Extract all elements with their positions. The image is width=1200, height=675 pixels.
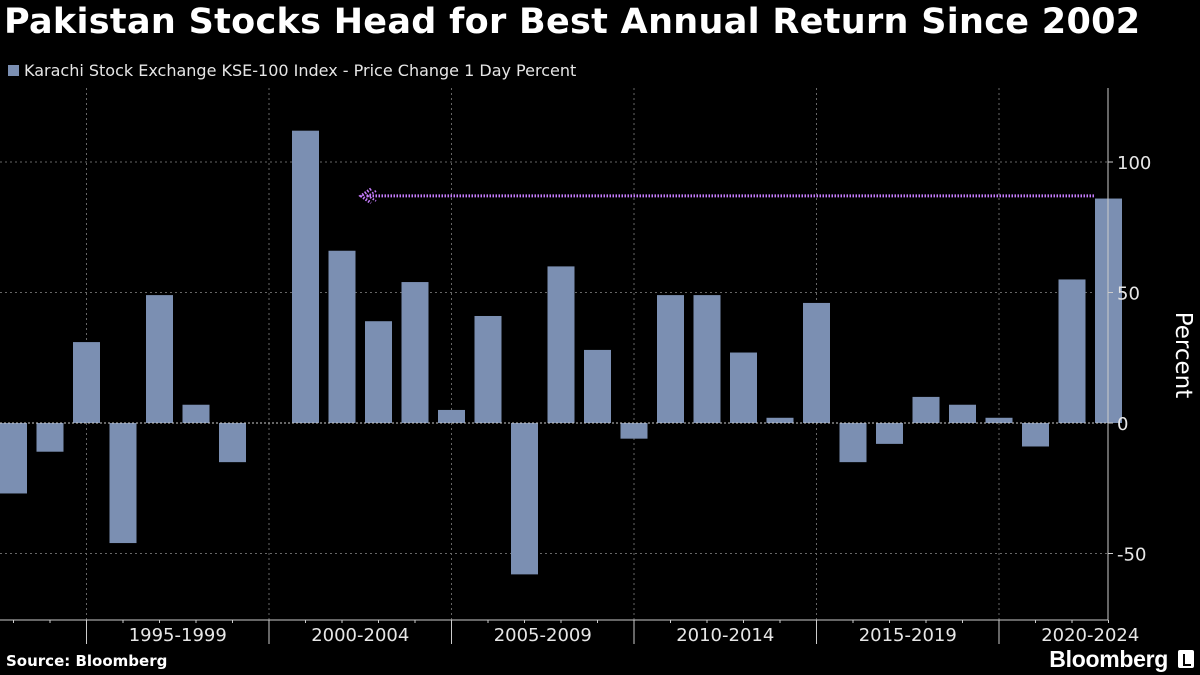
y-tick-label: 100 — [1117, 153, 1151, 174]
bar-2021 — [985, 417, 1013, 423]
bar-2006 — [438, 409, 465, 423]
bar-2009 — [547, 266, 575, 423]
bar-2010 — [584, 349, 611, 423]
bar-2003 — [328, 250, 356, 423]
bar-1996 — [73, 342, 100, 423]
annotation-arrowhead — [358, 187, 372, 205]
chart-legend: Karachi Stock Exchange KSE-100 Index - P… — [8, 61, 576, 80]
x-group-label: 2010-2014 — [676, 625, 774, 646]
bloomberg-terminal-icon — [1178, 650, 1194, 668]
bar-2013 — [693, 295, 721, 423]
bar-2023 — [1058, 279, 1086, 423]
y-tick-label: -50 — [1117, 545, 1146, 566]
bar-1995 — [36, 423, 64, 452]
bar-2012 — [657, 295, 684, 423]
x-group-label: 2000-2004 — [311, 625, 409, 646]
bar-2017 — [839, 423, 867, 463]
annotation-arrowhead-inner — [366, 190, 377, 202]
bloomberg-logo: Bloomberg — [1049, 646, 1168, 672]
legend-swatch — [8, 65, 19, 76]
bar-2020 — [949, 404, 976, 423]
y-tick-label: 50 — [1117, 284, 1140, 305]
bar-2004 — [365, 321, 392, 423]
bar-1999 — [182, 404, 210, 423]
bar-2002 — [292, 130, 319, 423]
x-group-label: 2020-2024 — [1041, 625, 1139, 646]
bar-2000 — [219, 423, 246, 463]
x-group-label: 1995-1999 — [129, 625, 227, 646]
y-axis-title: Percent — [1170, 312, 1196, 399]
x-group-label: 2005-2009 — [494, 625, 592, 646]
bar-2005 — [401, 282, 429, 423]
bar-2018 — [876, 423, 903, 444]
bar-1994 — [0, 423, 27, 494]
bar-2008 — [511, 423, 538, 575]
x-group-label: 2015-2019 — [859, 625, 957, 646]
source-note: Source: Bloomberg — [6, 652, 168, 670]
bar-2007 — [474, 315, 502, 423]
bar-1998 — [146, 295, 173, 423]
bar-1997 — [109, 423, 137, 544]
y-tick-label: 0 — [1117, 414, 1128, 435]
legend-label: Karachi Stock Exchange KSE-100 Index - P… — [24, 61, 577, 80]
bar-2022 — [1022, 423, 1049, 447]
bar-2019 — [912, 396, 940, 423]
bar-2014 — [730, 352, 757, 423]
bar-2016 — [803, 302, 830, 423]
chart-title: Pakistan Stocks Head for Best Annual Ret… — [4, 2, 1141, 42]
bar-2011 — [620, 423, 648, 439]
bar-2015 — [766, 417, 794, 423]
